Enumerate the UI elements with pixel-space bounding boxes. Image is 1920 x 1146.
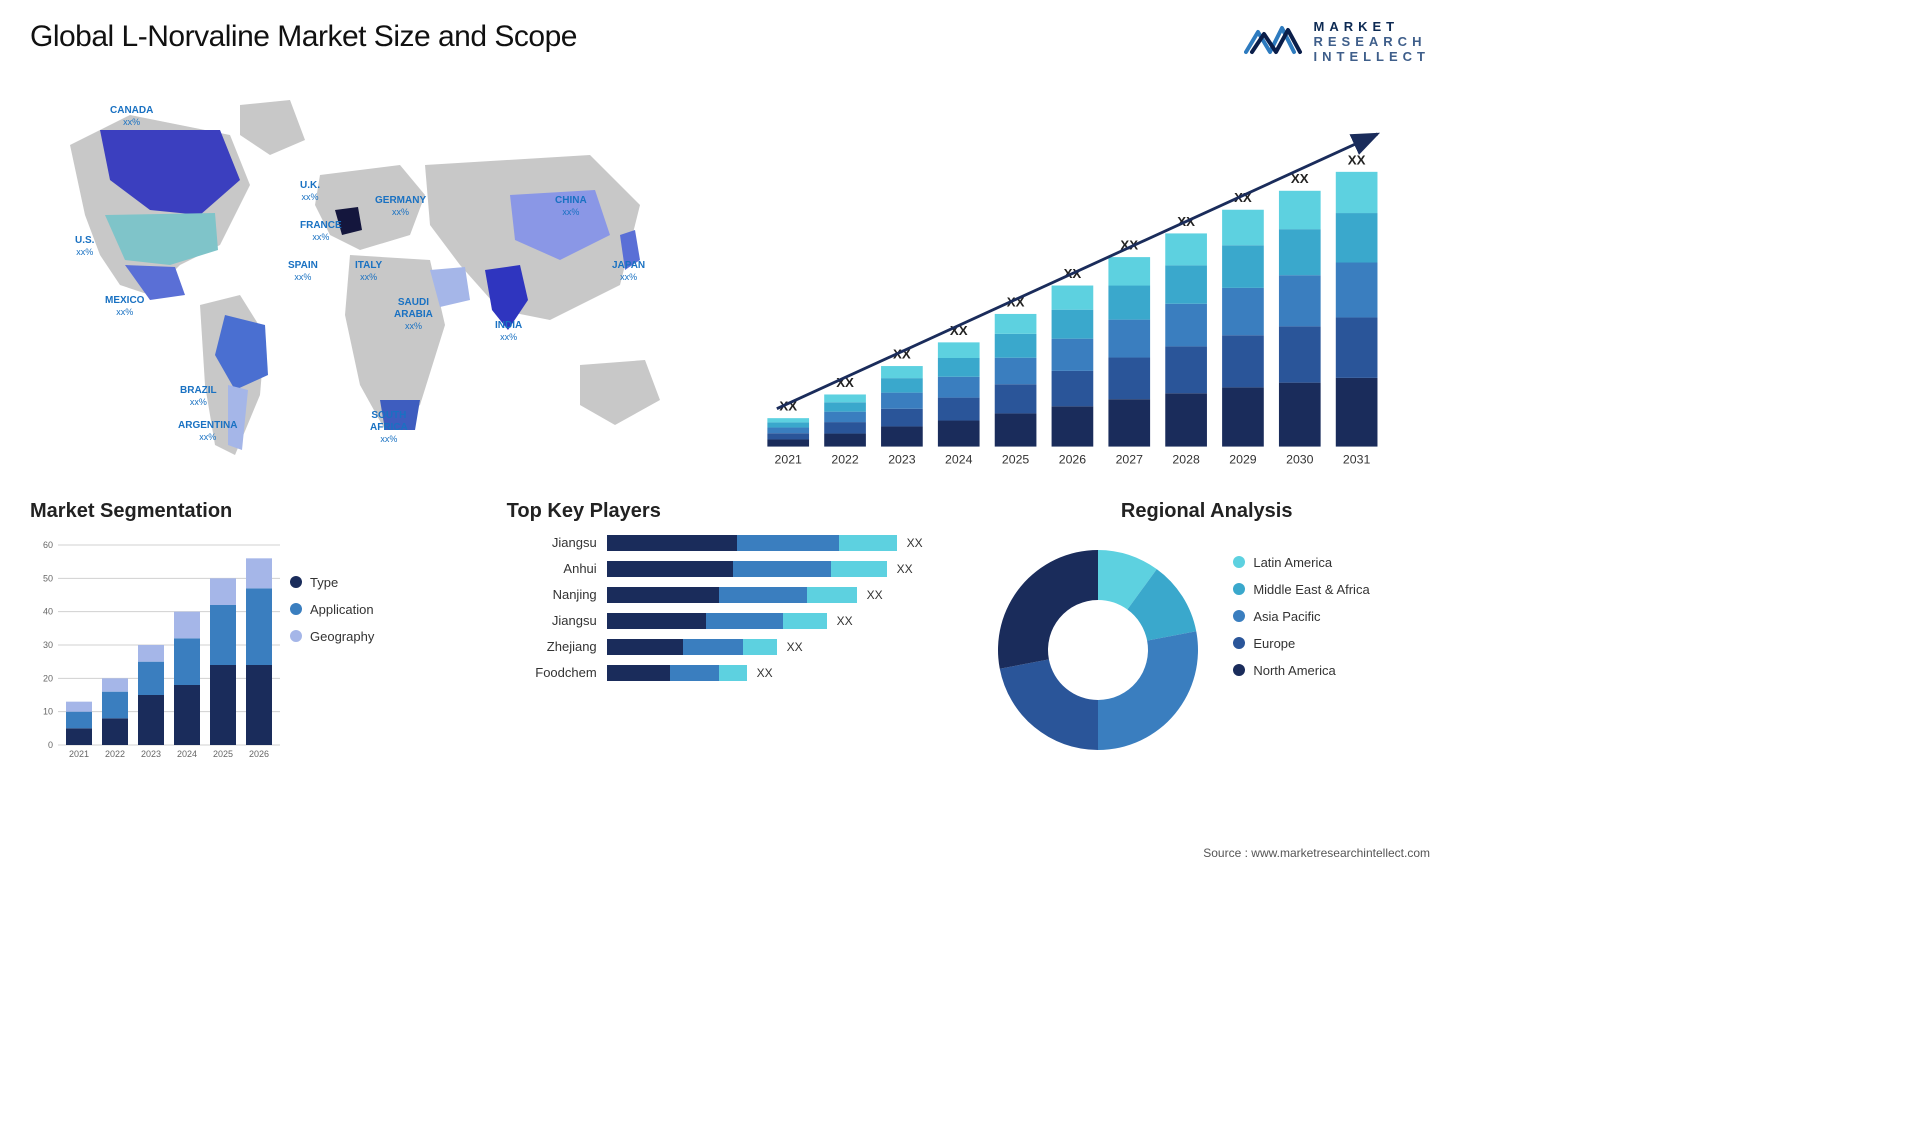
svg-text:2025: 2025: [1002, 452, 1030, 466]
legend-item: Latin America: [1233, 555, 1430, 570]
map-label: CHINAxx%: [555, 195, 587, 219]
legend-item: Type: [290, 575, 477, 590]
player-row: JiangsuXX: [507, 535, 954, 551]
map-label: INDIAxx%: [495, 320, 522, 344]
svg-text:XX: XX: [1348, 152, 1366, 167]
legend-item: Application: [290, 602, 477, 617]
svg-text:60: 60: [43, 540, 53, 550]
svg-text:2023: 2023: [888, 452, 916, 466]
segmentation-panel: Market Segmentation 0 10 20 30 40 50 60 2021 202…: [30, 500, 477, 765]
logo-mark-icon: [1244, 22, 1304, 62]
logo-line2: RESEARCH: [1314, 35, 1431, 50]
legend-item: Geography: [290, 629, 477, 644]
players-title: Top Key Players: [507, 500, 954, 523]
regional-title: Regional Analysis: [983, 500, 1430, 523]
map-label: ARGENTINAxx%: [178, 420, 237, 444]
growth-chart-panel: 2021XX2022XX2023XX2024XX2025XX2026XX2027…: [730, 85, 1430, 475]
svg-text:2021: 2021: [775, 452, 803, 466]
map-label: BRAZILxx%: [180, 385, 217, 409]
infographic-page: Global L-Norvaline Market Size and Scope…: [0, 0, 1460, 870]
svg-text:2026: 2026: [249, 749, 269, 759]
world-map-panel: CANADAxx% U.S.xx% MEXICOxx% BRAZILxx% ARGENT…: [30, 85, 690, 475]
logo-text: MARKET RESEARCH INTELLECT: [1314, 20, 1431, 65]
player-row: JiangsuXX: [507, 613, 954, 629]
svg-text:10: 10: [43, 706, 53, 716]
player-row: FoodchemXX: [507, 665, 954, 681]
players-chart: JiangsuXX AnhuiXX NanjingXX JiangsuXX Zhejia…: [507, 535, 954, 681]
player-row: ZhejiangXX: [507, 639, 954, 655]
map-label: U.K.xx%: [300, 180, 320, 204]
regional-legend: Latin America Middle East & Africa Asia Pa…: [1233, 535, 1430, 690]
map-label: MEXICOxx%: [105, 295, 144, 319]
svg-text:0: 0: [48, 740, 53, 750]
segmentation-bar-chart: 0 10 20 30 40 50 60 2021 2022 2023 2024 2025 2026: [30, 535, 290, 765]
page-title: Global L-Norvaline Market Size and Scope: [30, 20, 577, 54]
svg-text:2027: 2027: [1116, 452, 1144, 466]
legend-item: Asia Pacific: [1233, 609, 1430, 624]
brand-logo: MARKET RESEARCH INTELLECT: [1244, 20, 1431, 65]
svg-text:2025: 2025: [213, 749, 233, 759]
map-label: FRANCExx%: [300, 220, 342, 244]
players-panel: Top Key Players JiangsuXX AnhuiXX NanjingX…: [507, 500, 954, 765]
svg-text:2024: 2024: [945, 452, 973, 466]
legend-item: Middle East & Africa: [1233, 582, 1430, 597]
svg-text:2021: 2021: [69, 749, 89, 759]
svg-text:30: 30: [43, 640, 53, 650]
segmentation-title: Market Segmentation: [30, 500, 477, 523]
svg-text:2022: 2022: [105, 749, 125, 759]
logo-line1: MARKET: [1314, 20, 1431, 35]
header: Global L-Norvaline Market Size and Scope…: [30, 20, 1430, 65]
svg-text:20: 20: [43, 673, 53, 683]
map-label: ITALYxx%: [355, 260, 382, 284]
svg-text:2030: 2030: [1286, 452, 1314, 466]
map-label: SOUTHAFRICAxx%: [370, 410, 408, 446]
regional-donut-chart: [983, 535, 1213, 765]
map-label: SAUDIARABIAxx%: [394, 297, 433, 333]
svg-text:2024: 2024: [177, 749, 197, 759]
svg-text:40: 40: [43, 606, 53, 616]
map-label: JAPANxx%: [612, 260, 645, 284]
legend-item: North America: [1233, 663, 1430, 678]
player-row: NanjingXX: [507, 587, 954, 603]
svg-text:50: 50: [43, 573, 53, 583]
map-label: SPAINxx%: [288, 260, 318, 284]
svg-text:2026: 2026: [1059, 452, 1087, 466]
map-label: GERMANYxx%: [375, 195, 426, 219]
source-attribution: Source : www.marketresearchintellect.com: [1203, 846, 1430, 860]
map-label: U.S.xx%: [75, 235, 94, 259]
bottom-row: Market Segmentation 0 10 20 30 40 50 60 2021 202…: [30, 500, 1430, 765]
svg-text:2029: 2029: [1229, 452, 1257, 466]
segmentation-legend: Type Application Geography: [290, 535, 477, 765]
top-row: CANADAxx% U.S.xx% MEXICOxx% BRAZILxx% ARGENT…: [30, 85, 1430, 475]
regional-panel: Regional Analysis Latin America Middle Ea…: [983, 500, 1430, 765]
svg-text:2031: 2031: [1343, 452, 1371, 466]
map-label: CANADAxx%: [110, 105, 153, 129]
svg-text:2023: 2023: [141, 749, 161, 759]
legend-item: Europe: [1233, 636, 1430, 651]
growth-bar-chart: 2021XX2022XX2023XX2024XX2025XX2026XX2027…: [730, 115, 1430, 475]
svg-text:2028: 2028: [1172, 452, 1200, 466]
player-row: AnhuiXX: [507, 561, 954, 577]
svg-text:2022: 2022: [831, 452, 859, 466]
logo-line3: INTELLECT: [1314, 50, 1431, 65]
